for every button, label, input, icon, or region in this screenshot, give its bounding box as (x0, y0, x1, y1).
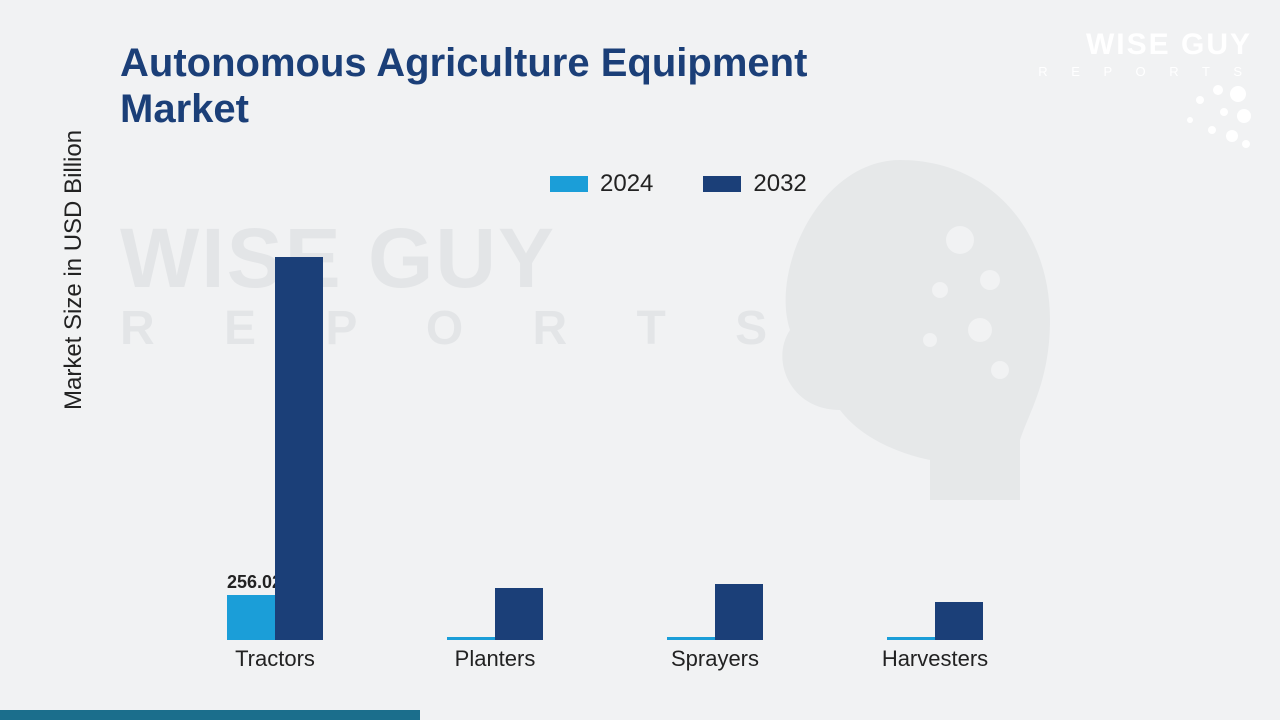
legend-item-2024: 2024 (550, 170, 653, 198)
bar-2032 (275, 257, 323, 640)
category-label: Tractors (165, 640, 385, 672)
bar-value-label: 256.02 (227, 572, 275, 595)
bar-2032 (715, 584, 763, 640)
brand-line2: R E P O R T S (1038, 64, 1252, 79)
legend: 2024 2032 (550, 170, 807, 198)
chart-area: Market Size in USD Billion 256.02Tractor… (70, 210, 960, 680)
chart-canvas: WISE GUY R E P O R T S WISE GUY R E P O … (0, 0, 1280, 720)
bar-2032 (495, 588, 543, 640)
category-label: Sprayers (605, 640, 825, 672)
bar-2032 (935, 602, 983, 640)
category-label: Harvesters (825, 640, 1045, 672)
legend-swatch-2032 (703, 176, 741, 192)
chart-title: Autonomous Agriculture Equipment Market (120, 40, 840, 132)
legend-label-2032: 2032 (753, 170, 806, 198)
bar-2024: 256.02 (227, 595, 275, 640)
brand-logo: WISE GUY R E P O R T S (1038, 28, 1252, 79)
legend-swatch-2024 (550, 176, 588, 192)
y-axis-label: Market Size in USD Billion (60, 130, 88, 410)
legend-label-2024: 2024 (600, 170, 653, 198)
category-label: Planters (385, 640, 605, 672)
legend-item-2032: 2032 (703, 170, 806, 198)
bottom-strip (0, 710, 420, 720)
plot-area: 256.02TractorsPlantersSprayersHarvesters (140, 230, 960, 660)
brand-line1: WISE GUY (1038, 28, 1252, 62)
brand-dots-icon (1170, 80, 1260, 160)
